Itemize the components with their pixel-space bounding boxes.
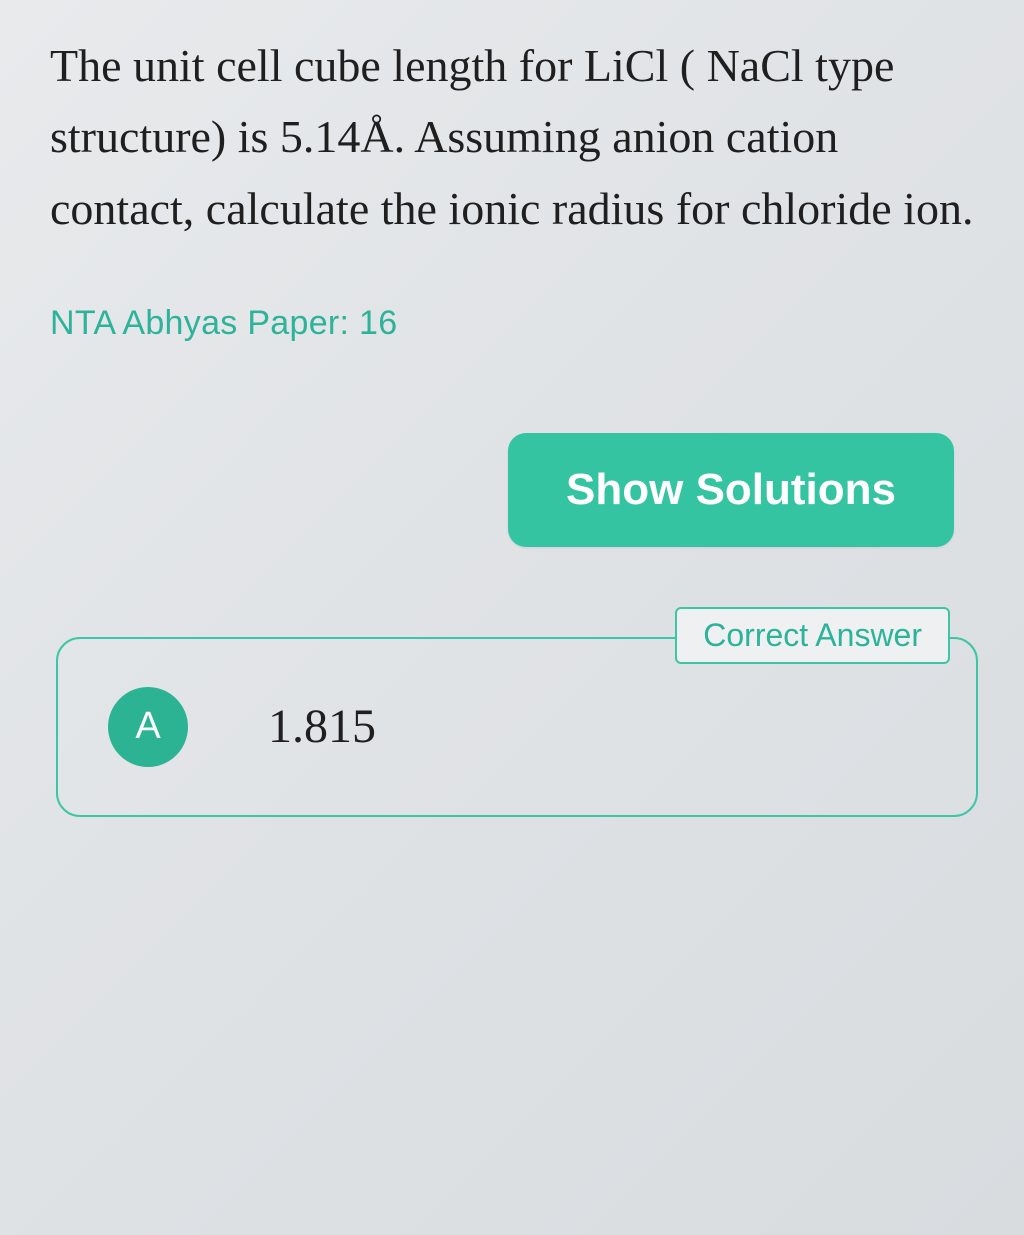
show-solutions-button[interactable]: Show Solutions [508,433,954,547]
answer-card[interactable]: A 1.815 [56,637,978,817]
answer-value: 1.815 [268,699,376,754]
answer-container: Correct Answer A 1.815 [56,637,978,817]
question-text: The unit cell cube length for LiCl ( NaC… [50,30,984,244]
actions-row: Show Solutions [50,433,984,547]
correct-answer-tag: Correct Answer [675,607,950,664]
source-label: NTA Abhyas Paper: 16 [50,304,984,343]
option-badge: A [108,687,188,767]
